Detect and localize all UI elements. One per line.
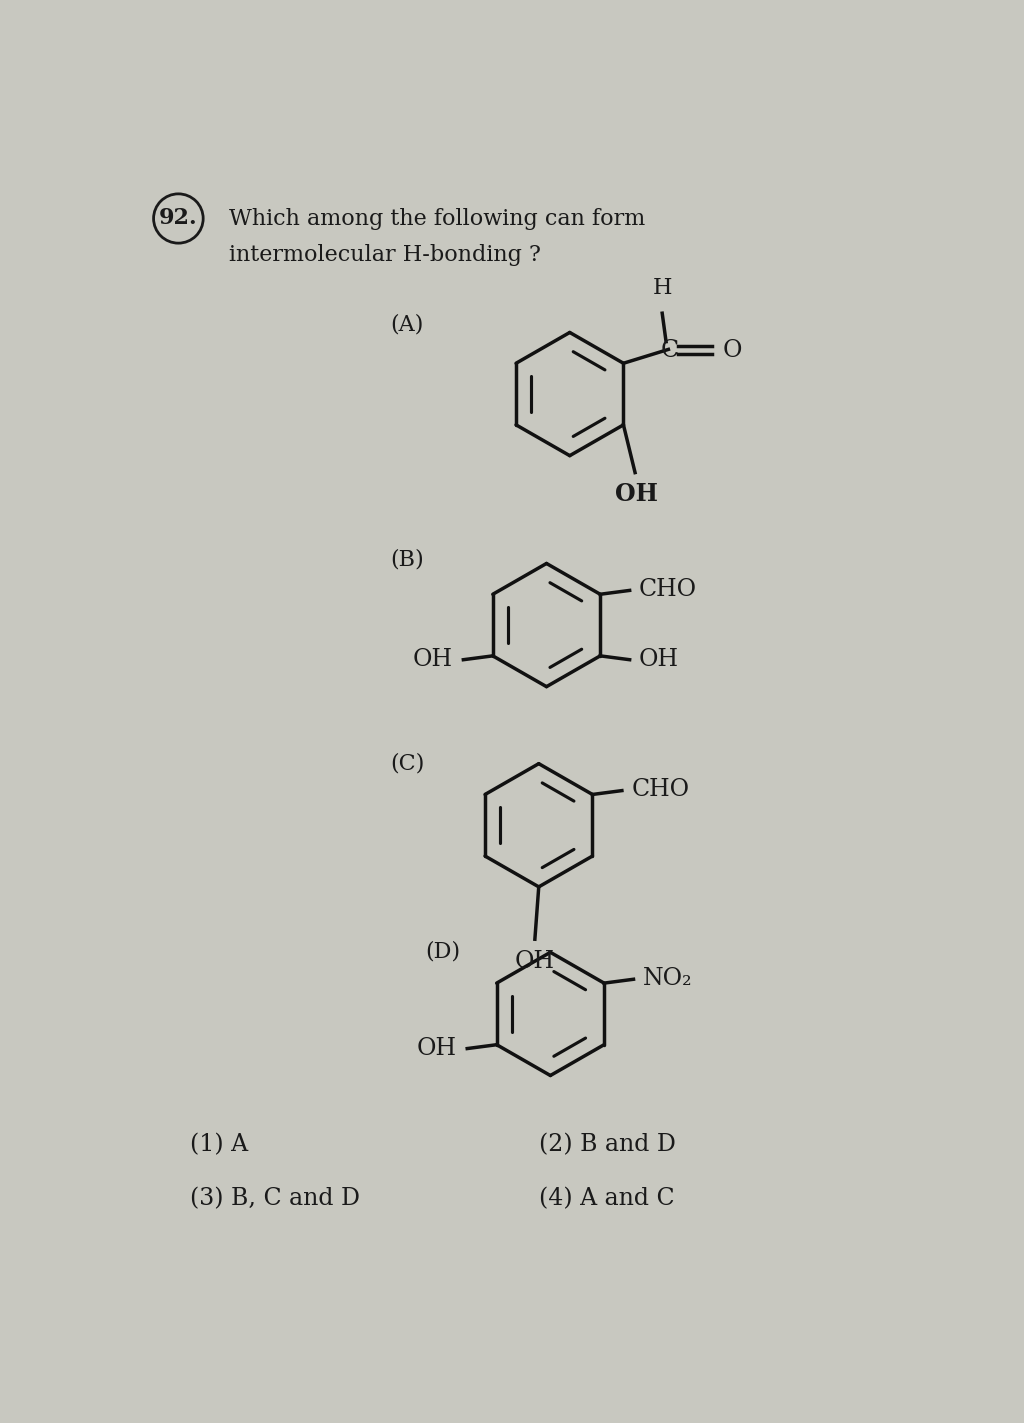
- Text: CHO: CHO: [631, 778, 689, 801]
- Text: C: C: [660, 340, 679, 363]
- Text: (4) A and C: (4) A and C: [539, 1187, 675, 1210]
- Text: H: H: [652, 277, 672, 299]
- Text: NO₂: NO₂: [643, 968, 692, 990]
- Text: OH: OH: [515, 951, 555, 973]
- Text: Which among the following can form: Which among the following can form: [228, 208, 645, 229]
- Text: (B): (B): [390, 548, 424, 571]
- Text: OH: OH: [639, 649, 679, 672]
- Text: O: O: [723, 339, 742, 361]
- Text: intermolecular H-bonding ?: intermolecular H-bonding ?: [228, 243, 541, 266]
- Text: OH: OH: [413, 649, 453, 672]
- Text: (2) B and D: (2) B and D: [539, 1133, 676, 1157]
- Text: CHO: CHO: [639, 578, 697, 601]
- Text: OH: OH: [615, 482, 658, 505]
- Text: (D): (D): [425, 941, 460, 963]
- Text: 92.: 92.: [159, 208, 198, 229]
- Text: OH: OH: [417, 1037, 457, 1060]
- Text: (C): (C): [390, 753, 424, 774]
- Text: (3) B, C and D: (3) B, C and D: [190, 1187, 360, 1210]
- Text: (A): (A): [390, 313, 423, 336]
- Text: (1) A: (1) A: [190, 1133, 248, 1157]
